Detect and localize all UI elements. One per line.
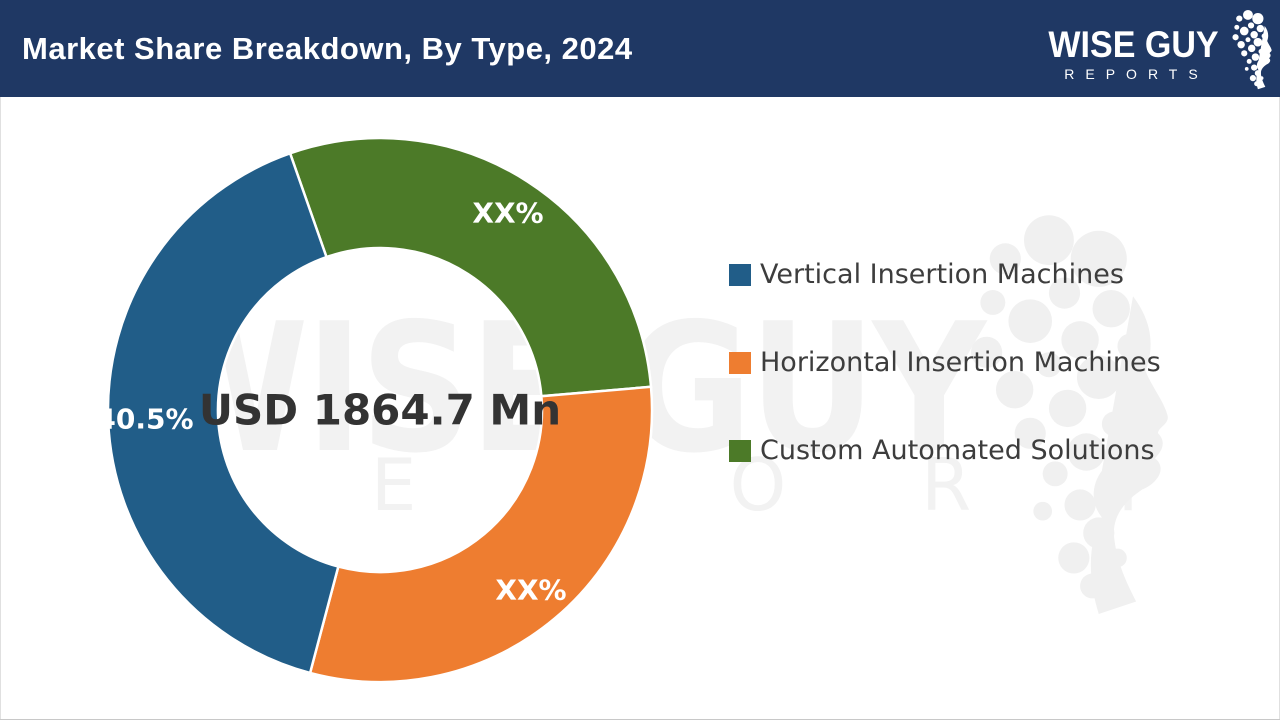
chart-area: WISE GUY R E P O R T S XX% XX% 40.5% USD 1… <box>0 97 1280 720</box>
donut-segment-2 <box>106 151 340 675</box>
legend-label: Custom Automated Solutions <box>760 435 1155 466</box>
wise-guy-reports-logo: WISE GUY REPORTS <box>1041 8 1274 90</box>
chart-legend: Vertical Insertion Machines Horizontal In… <box>729 259 1161 466</box>
legend-label: Horizontal Insertion Machines <box>760 347 1161 378</box>
legend-swatch-icon <box>729 351 751 374</box>
logo-text: WISE GUY REPORTS <box>1041 26 1226 82</box>
legend-label: Vertical Insertion Machines <box>760 259 1124 290</box>
donut-segment-1 <box>308 385 654 684</box>
logo-face-icon <box>1212 8 1274 90</box>
donut-center-value: USD 1864.7 Mn <box>198 385 562 435</box>
legend-item-0: Vertical Insertion Machines <box>729 259 1161 290</box>
logo-wordmark: WISE GUY <box>1048 24 1219 65</box>
page-title: Market Share Breakdown, By Type, 2024 <box>22 30 633 66</box>
header-bar: Market Share Breakdown, By Type, 2024 WI… <box>0 0 1280 97</box>
donut-segment-0 <box>288 136 653 398</box>
legend-item-1: Horizontal Insertion Machines <box>729 347 1161 378</box>
legend-swatch-icon <box>729 263 751 286</box>
legend-swatch-icon <box>729 439 751 462</box>
donut-chart <box>106 136 654 684</box>
logo-subtitle: REPORTS <box>1064 66 1209 82</box>
legend-item-2: Custom Automated Solutions <box>729 435 1161 466</box>
